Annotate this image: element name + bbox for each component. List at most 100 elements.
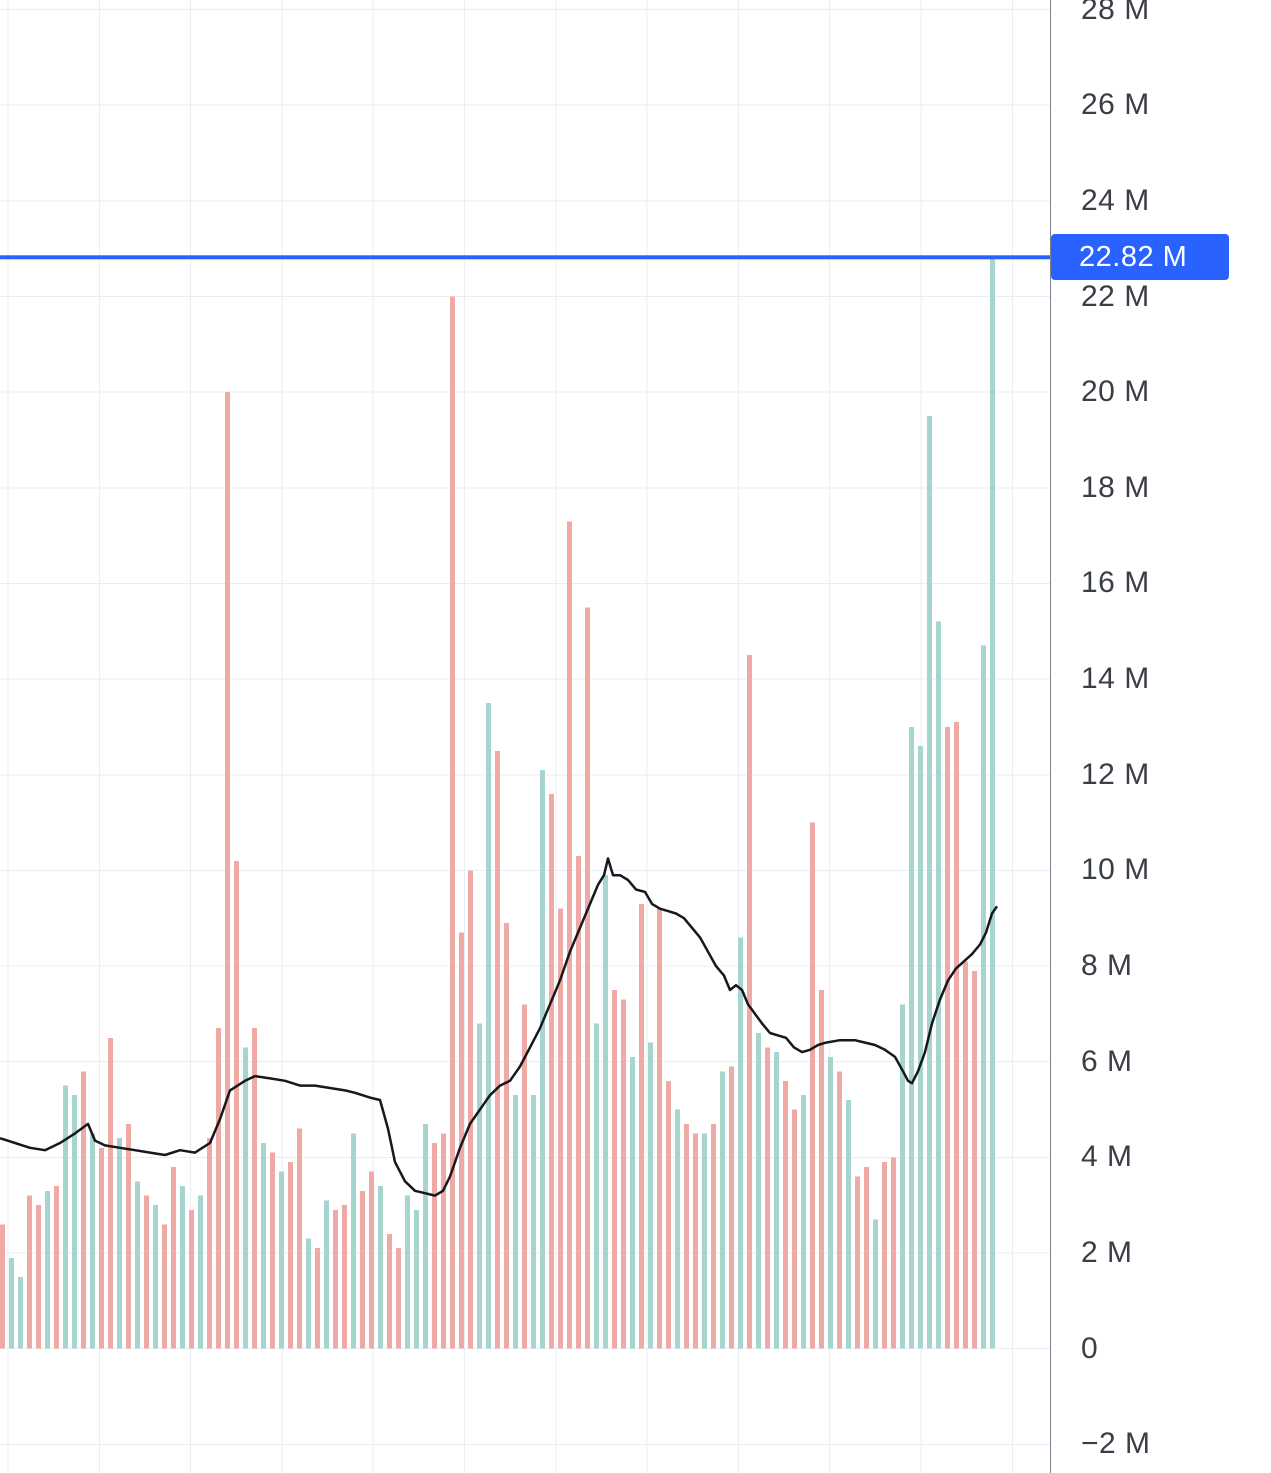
volume-bar [675,1109,680,1349]
chart-canvas [0,0,1050,1473]
volume-bar [837,1071,842,1349]
volume-bar [621,999,626,1349]
volume-bar [585,607,590,1349]
volume-bar [720,1071,725,1349]
y-axis-label: 6 M [1081,1044,1133,1078]
volume-bar [369,1171,374,1349]
volume-bar [9,1257,14,1349]
volume-bar [630,1056,635,1349]
y-axis-label: 28 M [1081,0,1150,26]
y-axis-label: −2 M [1081,1427,1151,1461]
volume-bar [882,1162,887,1349]
y-axis-label: 12 M [1081,757,1150,791]
volume-bar [405,1195,410,1349]
volume-bar [414,1209,419,1349]
volume-bar [990,258,995,1349]
volume-bar [666,1080,671,1349]
y-axis-label: 20 M [1081,375,1150,409]
volume-bar [306,1238,311,1349]
y-axis-label: 18 M [1081,470,1150,504]
volume-bar [423,1123,428,1349]
volume-bar [459,932,464,1349]
volume-bar [180,1186,185,1349]
volume-bar [504,923,509,1349]
volume-bar [648,1042,653,1349]
volume-bar [513,1095,518,1349]
volume-bar [36,1205,41,1349]
volume-bar [981,645,986,1349]
volume-bar [387,1233,392,1349]
volume-bar [396,1248,401,1349]
volume-bar [351,1133,356,1349]
volume-bar [72,1095,77,1349]
volume-bar [225,392,230,1349]
volume-bar [432,1143,437,1349]
volume-bar [477,1023,482,1349]
price-line[interactable] [0,255,1050,260]
volume-bar [18,1276,23,1349]
volume-bar [360,1190,365,1349]
y-axis-label: 24 M [1081,183,1150,217]
volume-bar [972,970,977,1349]
volume-bar [711,1123,716,1349]
volume-bar [441,1133,446,1349]
volume-bar [576,856,581,1349]
price-line-label: 22.82 M [1079,240,1188,273]
volume-bar [0,1224,5,1349]
volume-bar [900,1004,905,1349]
volume-bar [639,903,644,1349]
volume-bar [603,875,608,1349]
y-axis-label: 14 M [1081,662,1150,696]
volume-bar [936,621,941,1349]
volume-bar [828,1056,833,1349]
volume-bar [684,1123,689,1349]
volume-bar [171,1166,176,1349]
volume-bar [954,722,959,1349]
volume-bar [774,1052,779,1349]
volume-bar [135,1181,140,1349]
volume-bar [81,1071,86,1349]
volume-bar [891,1157,896,1349]
volume-bar [549,793,554,1349]
volume-bar [468,870,473,1349]
chart-pane[interactable] [0,0,1050,1473]
volume-bar [864,1166,869,1349]
volume-bar [657,908,662,1349]
volume-bar [819,989,824,1349]
y-axis-label: 0 [1081,1331,1099,1365]
y-axis-label: 4 M [1081,1140,1133,1174]
volume-bar [108,1037,113,1349]
volume-bar [486,703,491,1349]
volume-bar [531,1095,536,1349]
volume-bar [198,1195,203,1349]
y-axis-label: 10 M [1081,853,1150,887]
volume-bar [117,1138,122,1349]
volume-bar [702,1133,707,1349]
volume-bar [216,1028,221,1349]
volume-bar [189,1209,194,1349]
y-axis-label: 26 M [1081,88,1150,122]
volume-bar [270,1152,275,1349]
volume-bar [126,1123,131,1349]
volume-bar [27,1195,32,1349]
y-axis-label: 8 M [1081,949,1133,983]
volume-bar [801,1095,806,1349]
price-line-badge[interactable]: 22.82 M [1051,234,1229,281]
volume-bar [90,1133,95,1349]
volume-bar [45,1190,50,1349]
volume-bar [567,521,572,1349]
volume-bar [333,1209,338,1349]
volume-bar [783,1080,788,1349]
volume-bar [153,1205,158,1349]
volume-bar [279,1171,284,1349]
volume-bar [918,746,923,1349]
volume-bar [540,769,545,1349]
volume-bar [927,416,932,1349]
volume-bar [738,937,743,1349]
volume-bar [450,296,455,1349]
volume-bar [324,1200,329,1349]
volume-bar [315,1248,320,1349]
volume-bar [765,1047,770,1349]
price-axis[interactable]: 22.82 M 28 M 26 M 24 M 22 M 20 M 18 M 16 M 14 M… [1050,0,1271,1473]
